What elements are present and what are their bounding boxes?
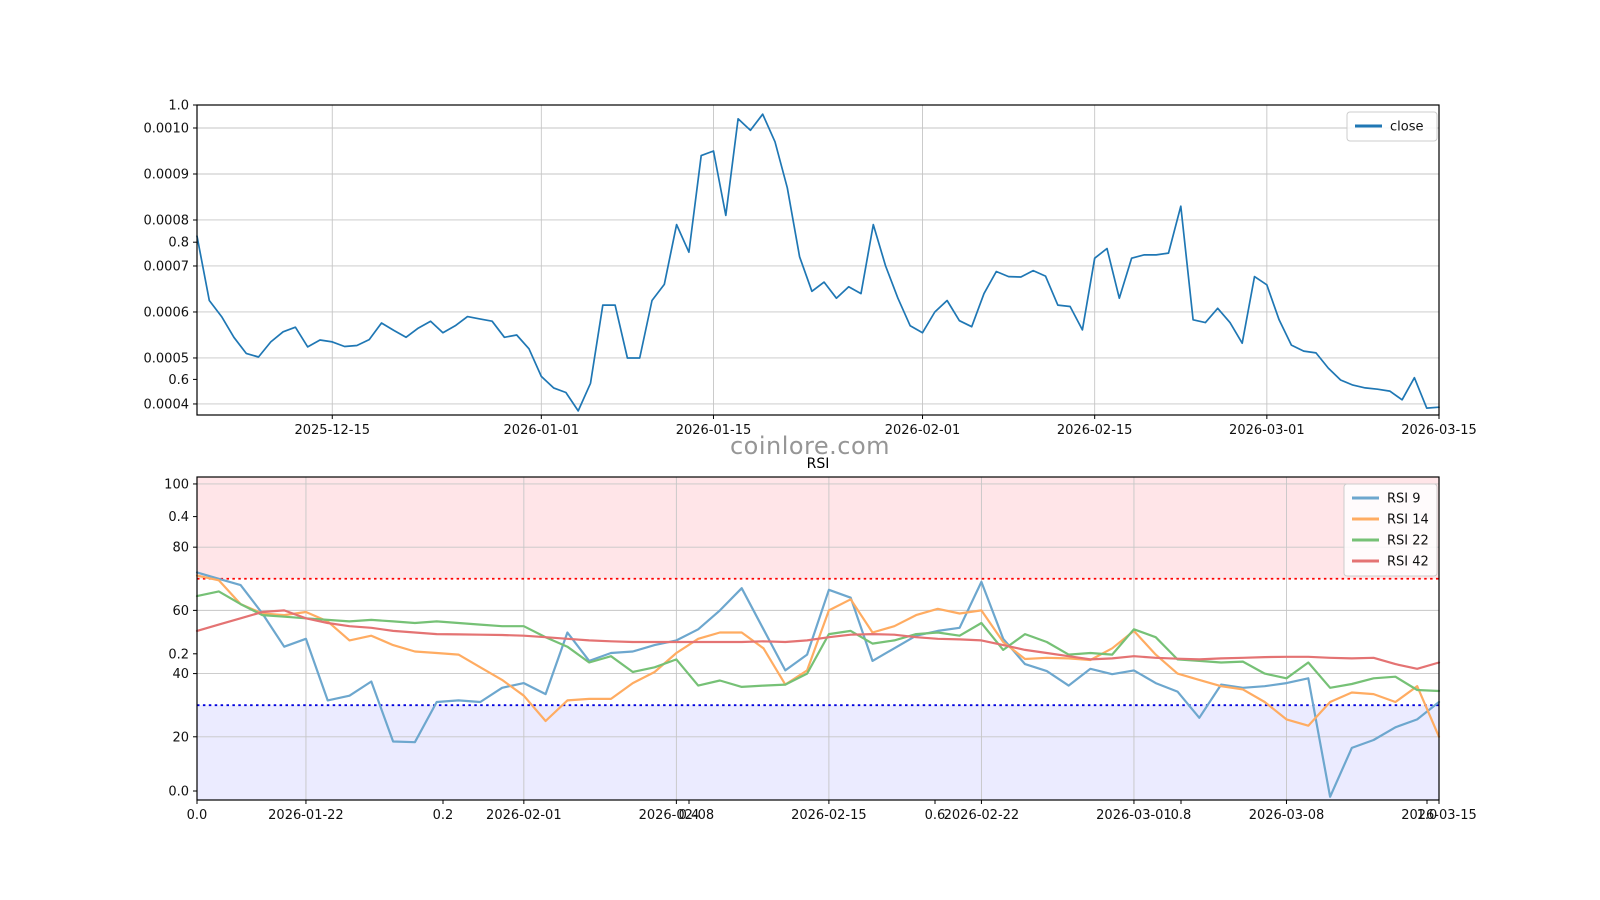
rsi-panel-title: RSI — [806, 456, 830, 472]
x-tick-label: 2026-03-15 — [1401, 423, 1477, 438]
y-tick-label: 0.0006 — [144, 305, 190, 320]
x-tick-label: 2026-02-01 — [885, 423, 961, 438]
rsi-42-line — [195, 609, 1441, 670]
y-tick-label: 0.0009 — [144, 167, 190, 182]
y-tick-label: 20 — [172, 730, 189, 745]
rsi-9-line — [195, 571, 1441, 798]
rsi-22-legend-label: RSI 22 — [1387, 534, 1429, 549]
overlay-axis-labels: 1.0 0.8 0.6 0.4 0.2 0.0 0.0 0.2 0.4 0.6 0.8 1.0 — [168, 99, 1437, 824]
close-legend-label: close — [1390, 120, 1423, 135]
overlay-y-label: 0.0 — [168, 785, 189, 800]
axis-labels: 2026-01-22 2026-02-01 2026-02-08 2026-02-15… — [164, 477, 1477, 823]
rsi-14-line — [195, 574, 1441, 738]
overlay-y-label: 1.0 — [168, 99, 189, 114]
rsi-panel: 2026-01-22 2026-02-01 2026-02-08 2026-02-15… — [164, 476, 1477, 823]
overlay-y-label: 0.8 — [168, 236, 189, 251]
y-tick-label: 100 — [164, 477, 189, 492]
x-tick-label: 2026-03-01 — [1229, 423, 1305, 438]
x-tick-label: 2026-02-01 — [486, 808, 562, 823]
axes-border — [196, 476, 1440, 801]
legend: close — [1346, 111, 1438, 142]
oversold-band — [197, 705, 1439, 800]
x-tick-label: 2026-02-15 — [791, 808, 867, 823]
axis-labels: 2025-12-15 2026-01-01 2026-01-15 2026-02-01… — [144, 121, 1477, 438]
overlay-x-label: 0.8 — [1171, 808, 1192, 823]
rsi-22-line — [195, 590, 1441, 693]
x-tick-label: 2026-03-15 — [1401, 808, 1477, 823]
overlay-x-label: 0.0 — [187, 808, 208, 823]
y-tick-label: 0.0010 — [144, 121, 190, 136]
x-tick-label: 2026-02-22 — [944, 808, 1020, 823]
overlay-x-label: 1.0 — [1417, 808, 1438, 823]
chart-shape — [1346, 111, 1438, 142]
x-tick-label: 2026-02-08 — [639, 808, 715, 823]
x-tick-label: 2026-03-01 — [1096, 808, 1172, 823]
x-tick-label: 2026-01-22 — [268, 808, 344, 823]
overlay-x-label: 0.6 — [925, 808, 946, 823]
gridlines — [197, 105, 1440, 415]
chart-shape — [1343, 483, 1438, 577]
y-tick-label: 80 — [172, 541, 189, 556]
y-tick-label: 0.0005 — [144, 351, 190, 366]
overlay-y-label: 0.6 — [168, 373, 189, 388]
close-line — [196, 113, 1440, 412]
overlay-y-label: 0.2 — [168, 647, 189, 662]
x-tick-label: 2026-01-01 — [504, 423, 580, 438]
legend: RSI 9 RSI 14 RSI 22 RSI 42 — [1343, 483, 1438, 577]
axes-border — [196, 104, 1440, 416]
rsi-9-legend-label: RSI 9 — [1387, 492, 1421, 507]
watermark: coinlore.com — [729, 432, 891, 460]
overlay-y-label: 0.4 — [168, 510, 189, 525]
overlay-x-label: 0.2 — [433, 808, 454, 823]
x-tick-label: 2025-12-15 — [294, 423, 370, 438]
y-tick-label: 0.0007 — [144, 259, 190, 274]
overlay-x-label: 0.4 — [679, 808, 700, 823]
x-tick-label: 2026-01-15 — [676, 423, 752, 438]
x-tick-label: 2026-03-08 — [1249, 808, 1325, 823]
y-tick-label: 60 — [172, 604, 189, 619]
rsi-14-legend-label: RSI 14 — [1387, 513, 1429, 528]
y-tick-label: 40 — [172, 667, 189, 682]
y-tick-label: 0.0004 — [144, 397, 190, 412]
x-tick-label: 2026-02-15 — [1057, 423, 1133, 438]
price-panel: 2025-12-15 2026-01-01 2026-01-15 2026-02-01… — [144, 104, 1477, 438]
rsi-42-legend-label: RSI 42 — [1387, 555, 1429, 570]
y-tick-label: 0.0008 — [144, 213, 190, 228]
overbought-band — [197, 477, 1439, 579]
